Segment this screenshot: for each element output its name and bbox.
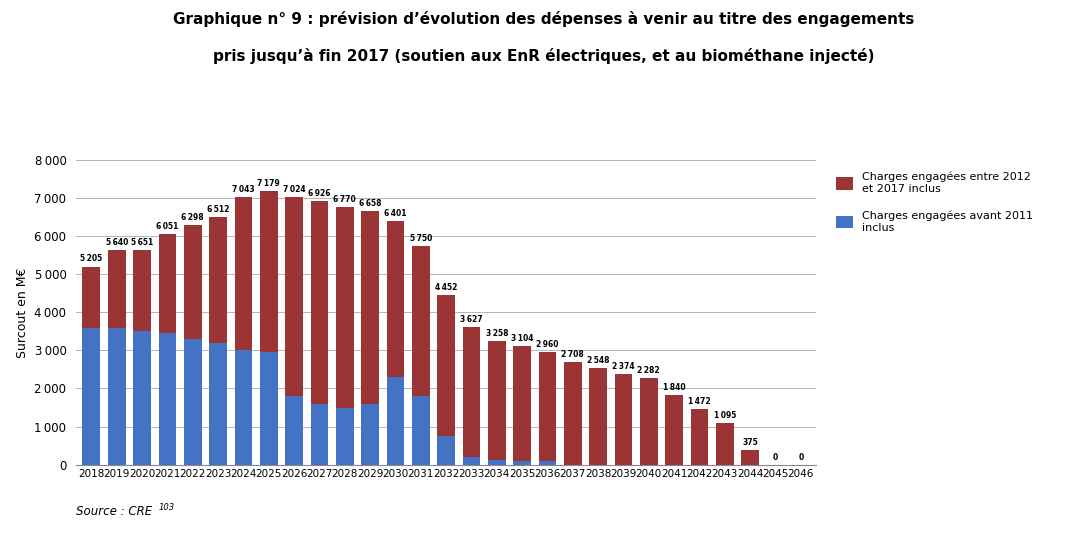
Text: pris jusqu’à fin 2017 (soutien aux EnR électriques, et au biométhane injecté): pris jusqu’à fin 2017 (soutien aux EnR é… bbox=[213, 48, 875, 64]
Bar bbox=[285, 198, 302, 396]
Bar bbox=[412, 246, 430, 396]
Bar bbox=[539, 461, 556, 465]
Text: 6 401: 6 401 bbox=[384, 209, 407, 218]
Bar bbox=[184, 339, 201, 465]
Text: 375: 375 bbox=[742, 438, 758, 447]
Text: 7 024: 7 024 bbox=[283, 185, 306, 194]
Bar bbox=[437, 436, 455, 465]
Bar bbox=[108, 250, 125, 328]
Bar bbox=[209, 343, 227, 465]
Bar bbox=[184, 225, 201, 339]
Bar bbox=[462, 457, 480, 465]
Bar bbox=[741, 450, 759, 465]
Text: 3 627: 3 627 bbox=[460, 315, 483, 324]
Text: 5 651: 5 651 bbox=[131, 238, 153, 247]
Bar bbox=[412, 396, 430, 465]
Bar bbox=[615, 374, 632, 465]
Bar bbox=[209, 217, 227, 343]
Text: Source : CRE: Source : CRE bbox=[76, 505, 152, 518]
Text: 5 750: 5 750 bbox=[409, 234, 432, 243]
Text: 7 179: 7 179 bbox=[258, 179, 280, 189]
Text: 3 258: 3 258 bbox=[485, 328, 508, 337]
Text: 1 095: 1 095 bbox=[714, 411, 735, 420]
Text: Graphique n° 9 : prévision d’évolution des dépenses à venir au titre des engagem: Graphique n° 9 : prévision d’évolution d… bbox=[173, 11, 915, 27]
Bar bbox=[386, 377, 405, 465]
Bar bbox=[260, 352, 277, 465]
Text: 5 640: 5 640 bbox=[106, 238, 128, 247]
Bar bbox=[590, 367, 607, 465]
Bar bbox=[539, 352, 556, 461]
Text: 5 205: 5 205 bbox=[81, 255, 102, 263]
Text: 2 708: 2 708 bbox=[561, 350, 584, 358]
Bar bbox=[487, 341, 506, 460]
Text: 6 658: 6 658 bbox=[359, 199, 381, 208]
Text: 1 472: 1 472 bbox=[688, 397, 710, 405]
Text: 4 452: 4 452 bbox=[435, 283, 457, 292]
Text: 2 374: 2 374 bbox=[613, 362, 634, 371]
Bar bbox=[310, 201, 329, 404]
Text: 2 960: 2 960 bbox=[536, 340, 558, 349]
Bar bbox=[361, 211, 379, 404]
Bar bbox=[83, 266, 100, 328]
Text: 6 770: 6 770 bbox=[333, 195, 356, 204]
Text: 3 104: 3 104 bbox=[511, 334, 533, 343]
Text: 6 926: 6 926 bbox=[308, 189, 331, 198]
Bar bbox=[437, 295, 455, 436]
Legend: Charges engagées entre 2012
et 2017 inclus, Charges engagées avant 2011
inclus: Charges engagées entre 2012 et 2017 incl… bbox=[837, 172, 1033, 233]
Bar bbox=[691, 409, 708, 465]
Text: 7 043: 7 043 bbox=[232, 185, 255, 193]
Bar bbox=[159, 333, 176, 465]
Bar bbox=[665, 395, 683, 465]
Text: 6 298: 6 298 bbox=[182, 213, 205, 222]
Bar bbox=[386, 221, 405, 377]
Y-axis label: Surcout en M€: Surcout en M€ bbox=[16, 267, 29, 358]
Bar bbox=[133, 249, 151, 332]
Bar bbox=[108, 328, 125, 465]
Text: 6 512: 6 512 bbox=[207, 205, 230, 214]
Text: 0: 0 bbox=[772, 452, 778, 461]
Bar bbox=[159, 234, 176, 333]
Bar bbox=[716, 423, 733, 465]
Bar bbox=[83, 328, 100, 465]
Bar bbox=[640, 378, 657, 465]
Bar bbox=[564, 362, 582, 465]
Text: 6 051: 6 051 bbox=[157, 222, 178, 231]
Bar bbox=[235, 197, 252, 350]
Bar bbox=[235, 350, 252, 465]
Text: 2 282: 2 282 bbox=[638, 366, 660, 375]
Bar bbox=[462, 327, 480, 457]
Bar bbox=[361, 404, 379, 465]
Text: 0: 0 bbox=[799, 452, 803, 461]
Bar bbox=[133, 332, 151, 465]
Text: 2 548: 2 548 bbox=[586, 356, 609, 365]
Bar bbox=[514, 347, 531, 461]
Bar bbox=[285, 396, 302, 465]
Bar bbox=[487, 460, 506, 465]
Bar bbox=[260, 191, 277, 352]
Text: 103: 103 bbox=[159, 502, 175, 512]
Bar bbox=[336, 407, 354, 465]
Bar bbox=[514, 461, 531, 465]
Text: 1 840: 1 840 bbox=[663, 382, 685, 391]
Bar bbox=[336, 207, 354, 407]
Bar bbox=[310, 404, 329, 465]
